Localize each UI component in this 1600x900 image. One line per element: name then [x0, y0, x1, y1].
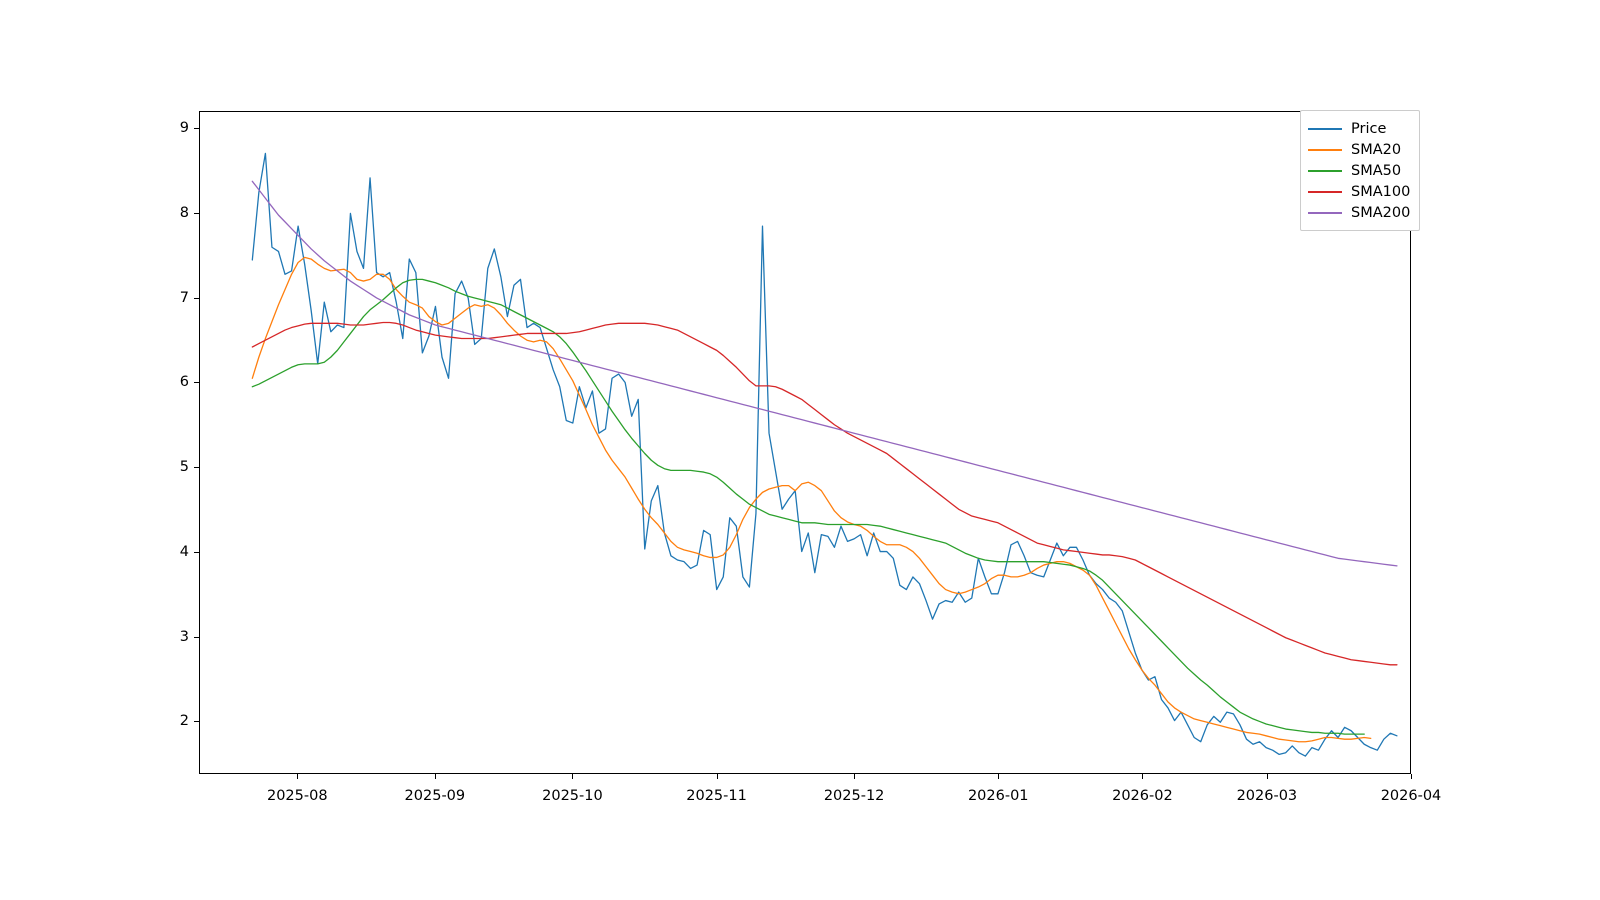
legend-item-sma200[interactable]: SMA200 [1308, 202, 1410, 223]
legend-swatch-price-icon [1308, 127, 1342, 130]
legend-label: Price [1351, 120, 1387, 137]
legend-item-sma20[interactable]: SMA20 [1308, 139, 1410, 160]
plot-lines-svg [200, 112, 1410, 773]
y-tick-label: 9 [179, 119, 189, 136]
y-tick-label: 7 [179, 289, 189, 306]
x-tick-label: 2025-10 [542, 788, 603, 804]
legend-label: SMA20 [1351, 141, 1402, 158]
x-tick-label: 2025-08 [266, 788, 328, 804]
legend-swatch-sma50-icon [1308, 169, 1342, 172]
legend-swatch-sma20-icon [1308, 148, 1342, 151]
series-line-sma50 [252, 279, 1364, 734]
x-tick-label: 2026-04 [1380, 788, 1442, 804]
legend-swatch-sma200-icon [1308, 211, 1342, 214]
x-tick-mark [854, 774, 856, 779]
y-tick-label: 6 [179, 374, 189, 391]
y-tick-label: 2 [179, 713, 189, 730]
series-line-sma200 [252, 181, 1397, 566]
x-tick-mark [1142, 774, 1144, 779]
chart-legend[interactable]: Price SMA20 SMA50 SMA100 SMA200 [1300, 110, 1421, 231]
x-tick-label: 2026-01 [967, 788, 1029, 804]
legend-item-sma50[interactable]: SMA50 [1308, 160, 1410, 181]
legend-label: SMA100 [1351, 183, 1411, 200]
series-line-price [252, 153, 1397, 756]
y-tick-label: 3 [179, 628, 189, 645]
x-tick-mark [998, 774, 1000, 779]
x-tick-mark [716, 774, 718, 779]
y-tick-label: 5 [179, 459, 189, 476]
x-tick-label: 2025-11 [686, 788, 747, 804]
series-line-sma20 [252, 257, 1370, 741]
x-tick-mark [1411, 774, 1412, 779]
x-tick-label: 2025-12 [823, 788, 885, 804]
legend-label: SMA200 [1351, 204, 1411, 221]
y-tick-label: 4 [179, 543, 189, 560]
x-tick-mark [1266, 774, 1268, 779]
legend-label: SMA50 [1351, 162, 1402, 179]
series-line-sma100 [252, 322, 1397, 664]
x-tick-mark [434, 774, 436, 779]
legend-item-sma100[interactable]: SMA100 [1308, 181, 1410, 202]
x-tick-label: 2026-03 [1236, 788, 1298, 804]
legend-item-price[interactable]: Price [1308, 118, 1410, 139]
x-tick-label: 2026-02 [1112, 788, 1173, 804]
x-tick-label: 2025-09 [404, 788, 466, 804]
y-tick-label: 8 [179, 204, 189, 221]
legend-swatch-sma100-icon [1308, 190, 1342, 193]
x-tick-mark [572, 774, 574, 779]
x-tick-mark [297, 774, 299, 779]
plot-axes [199, 111, 1411, 774]
